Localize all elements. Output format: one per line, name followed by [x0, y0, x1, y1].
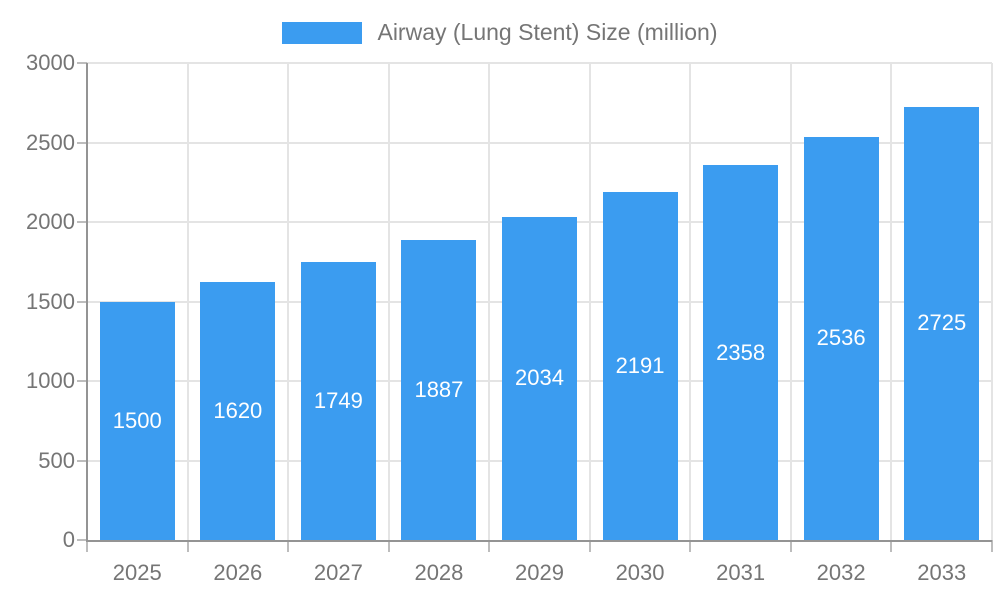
bar-2026[interactable]: 1620 — [200, 282, 276, 540]
bar-2029[interactable]: 2034 — [502, 216, 577, 540]
y-axis-label: 500 — [38, 447, 75, 473]
x-axis-label: 2033 — [917, 560, 967, 585]
bar-value-label: 2725 — [917, 310, 967, 336]
bar-value-label: 1749 — [313, 387, 363, 413]
x-gridline — [991, 63, 993, 540]
bar-2031[interactable]: 2358 — [703, 165, 779, 540]
bar-value-label: 1620 — [213, 398, 263, 424]
x-gridline — [488, 63, 491, 540]
x-axis-label: 2029 — [515, 560, 564, 585]
bar-2030[interactable]: 2191 — [602, 191, 678, 540]
x-tick — [287, 540, 290, 552]
y-axis-label: 3000 — [26, 50, 75, 75]
y-tick — [77, 459, 87, 462]
legend[interactable]: Airway (Lung Stent) Size (million) — [0, 19, 1000, 46]
x-axis-label: 2032 — [816, 560, 866, 585]
bar-value-label: 2034 — [515, 365, 564, 391]
y-tick — [77, 62, 87, 64]
x-tick — [789, 540, 792, 552]
legend-label: Airway (Lung Stent) Size (million) — [377, 19, 718, 45]
x-axis-label: 2026 — [213, 560, 263, 585]
y-tick — [77, 380, 87, 382]
x-tick — [689, 540, 692, 552]
y-tick — [77, 141, 87, 144]
x-tick — [186, 540, 189, 552]
bar-2032[interactable]: 2536 — [803, 136, 879, 540]
legend-swatch — [282, 21, 363, 44]
x-gridline — [186, 63, 189, 540]
x-tick — [488, 540, 491, 552]
bar-value-label: 2536 — [816, 325, 866, 351]
y-axis-label: 2500 — [26, 129, 75, 155]
y-tick — [77, 539, 87, 541]
x-axis-label: 2025 — [112, 560, 162, 585]
bar-value-label: 1500 — [112, 407, 162, 433]
bar-value-label: 2191 — [615, 352, 665, 378]
x-axis-label: 2030 — [615, 560, 665, 585]
x-gridline — [789, 63, 792, 540]
bar-value-label: 2358 — [716, 339, 766, 365]
x-axis-label: 2028 — [414, 560, 464, 585]
x-tick — [588, 540, 591, 552]
bar-2033[interactable]: 2725 — [904, 106, 980, 540]
x-gridline — [287, 63, 290, 540]
y-gridline — [87, 62, 992, 64]
y-tick — [77, 300, 87, 303]
x-tick — [991, 540, 993, 552]
bar-value-label: 1887 — [414, 376, 464, 402]
x-gridline — [890, 63, 893, 540]
bar-2027[interactable]: 1749 — [300, 261, 376, 540]
bar-2028[interactable]: 1887 — [401, 239, 477, 540]
x-gridline — [689, 63, 692, 540]
x-tick — [86, 540, 88, 552]
x-gridline — [588, 63, 591, 540]
y-axis-line — [86, 63, 88, 542]
y-tick — [77, 221, 87, 223]
y-axis-label: 1000 — [26, 368, 75, 393]
y-axis-label: 2000 — [26, 209, 75, 234]
bar-2025[interactable]: 1500 — [99, 301, 175, 540]
x-gridline — [387, 63, 390, 540]
x-tick — [890, 540, 893, 552]
y-gridline — [87, 141, 992, 144]
x-axis-line — [87, 540, 992, 542]
x-axis-label: 2031 — [716, 560, 766, 585]
y-axis-label: 1500 — [26, 288, 75, 314]
y-axis-label: 0 — [62, 527, 75, 552]
x-tick — [387, 540, 390, 552]
x-axis-label: 2027 — [313, 560, 363, 585]
